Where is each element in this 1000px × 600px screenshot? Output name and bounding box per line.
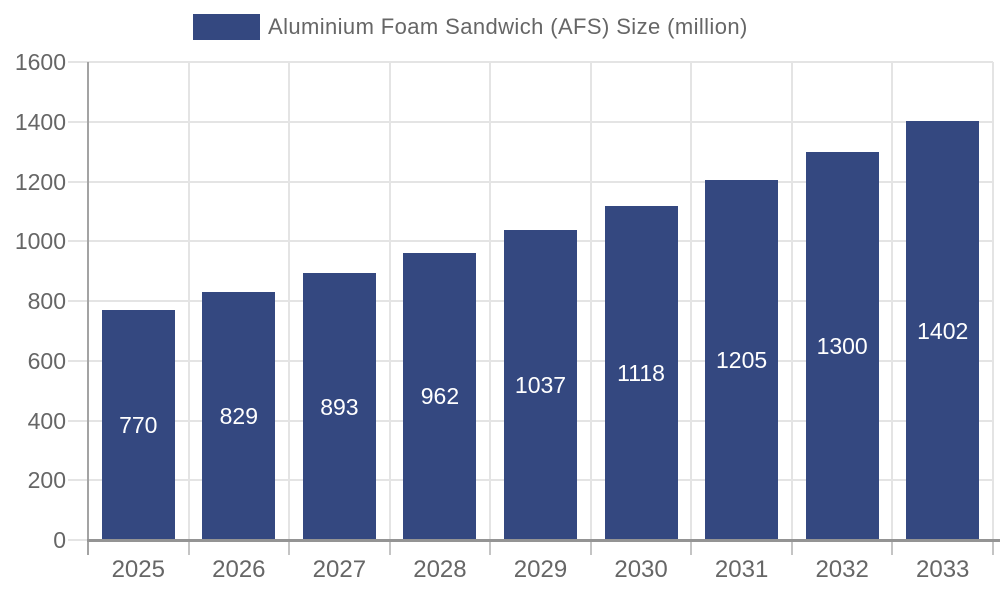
x-tick: [790, 540, 793, 555]
x-tick-label-2033: 2033: [916, 556, 970, 583]
y-axis-line: [87, 62, 89, 555]
bar-value-label-2028: 962: [420, 383, 460, 410]
y-tick-label-1600: 1600: [14, 49, 66, 75]
bar-2030: [604, 205, 678, 540]
x-tick: [187, 540, 190, 555]
x-tick: [489, 540, 492, 555]
bar-2032: [805, 151, 879, 540]
v-gridline: [790, 62, 793, 540]
bar-value-label-2032: 1300: [816, 332, 868, 359]
x-tick-label-2032: 2032: [815, 556, 869, 583]
x-tick-label-2028: 2028: [413, 556, 467, 583]
bar-value-label-2027: 893: [320, 393, 359, 420]
bar-2033: [906, 121, 980, 540]
v-gridline: [388, 62, 391, 540]
h-gridline: [68, 180, 993, 183]
y-tick-label-200: 200: [27, 467, 66, 494]
h-gridline: [68, 120, 993, 123]
bar-value-label-2031: 1205: [716, 347, 768, 373]
y-tick-label-0: 0: [53, 527, 66, 553]
bar-value-label-2030: 1118: [617, 359, 665, 386]
legend-label: Aluminium Foam Sandwich (AFS) Size (mill…: [268, 14, 748, 39]
y-tick-label-400: 400: [27, 407, 66, 434]
bar-value-label-2025: 770: [119, 411, 158, 438]
bar-2029: [504, 230, 577, 540]
x-tick-label-2031: 2031: [714, 556, 769, 583]
legend-swatch: [193, 14, 260, 40]
x-tick-label-2025: 2025: [111, 556, 165, 583]
bar-value-label-2026: 829: [219, 403, 259, 430]
v-gridline: [187, 62, 190, 540]
x-tick-label-2026: 2026: [212, 556, 266, 583]
bar-value-label-2029: 1037: [514, 372, 567, 399]
x-tick: [891, 540, 894, 555]
y-tick-label-800: 800: [27, 288, 66, 314]
v-gridline: [288, 62, 291, 540]
bar-2026: [202, 292, 276, 540]
v-gridline: [690, 62, 693, 540]
x-tick-label-2030: 2030: [614, 556, 668, 583]
bar-2028: [403, 252, 477, 540]
y-tick-label-1000: 1000: [14, 228, 66, 255]
y-tick-label-1200: 1200: [14, 168, 66, 195]
y-tick-label-1400: 1400: [14, 108, 66, 135]
bar-2025: [101, 309, 175, 540]
x-tick: [690, 540, 693, 555]
x-tick: [288, 540, 291, 555]
x-tick: [589, 540, 592, 555]
h-gridline: [68, 61, 993, 63]
legend[interactable]: Aluminium Foam Sandwich (AFS) Size (mill…: [193, 14, 748, 40]
x-tick: [388, 540, 391, 555]
v-gridline: [891, 62, 894, 540]
x-tick-label-2029: 2029: [513, 556, 568, 583]
v-gridline: [589, 62, 592, 540]
x-tick-label-2027: 2027: [312, 556, 367, 583]
bar-2027: [302, 273, 376, 540]
x-axis-line: [87, 539, 1000, 542]
bar-2031: [705, 180, 779, 540]
y-tick-label-600: 600: [27, 347, 66, 374]
v-gridline: [489, 62, 492, 540]
x-tick: [992, 540, 994, 555]
bar-value-label-2033: 1402: [917, 317, 969, 344]
v-gridline: [992, 62, 994, 540]
